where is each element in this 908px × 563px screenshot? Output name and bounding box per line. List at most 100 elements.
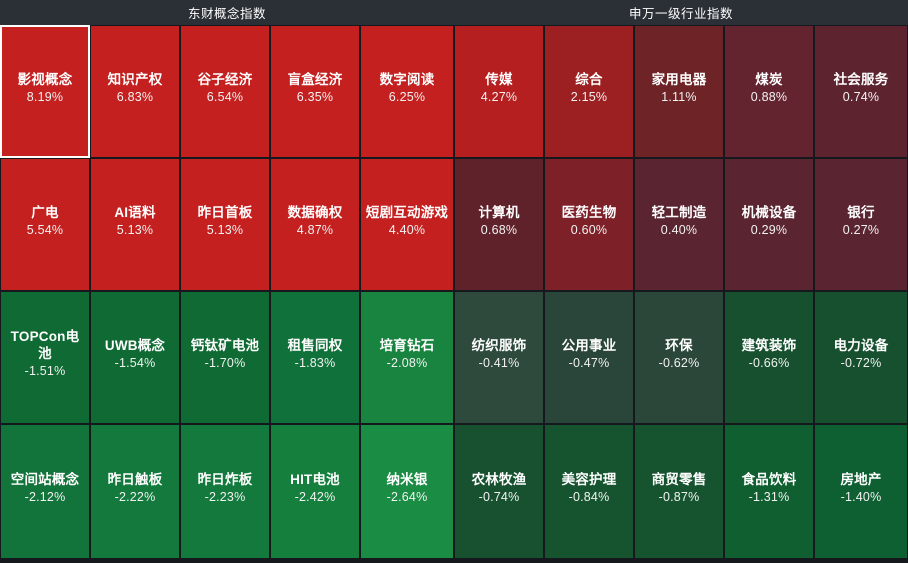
tile-label: 盲盒经济 bbox=[287, 72, 343, 88]
tile-value: 1.11% bbox=[661, 90, 697, 105]
heatmap-tile[interactable]: 数字阅读 6.25% bbox=[360, 25, 454, 158]
tile-label: 综合 bbox=[575, 72, 603, 88]
tile-label: 公用事业 bbox=[561, 338, 617, 354]
tile-label: 房地产 bbox=[840, 472, 882, 488]
heatmap-tile[interactable]: AI语料 5.13% bbox=[90, 158, 180, 291]
tile-label: 培育钻石 bbox=[379, 338, 435, 354]
tile-label: 轻工制造 bbox=[651, 205, 707, 221]
tile-content: 计算机 0.68% bbox=[455, 204, 543, 239]
heatmap-tile[interactable]: 农林牧渔 -0.74% bbox=[454, 424, 544, 559]
heatmap-tile[interactable]: 传媒 4.27% bbox=[454, 25, 544, 158]
heatmap-tile[interactable]: 家用电器 1.11% bbox=[634, 25, 724, 158]
heatmap-tile[interactable]: 数据确权 4.87% bbox=[270, 158, 360, 291]
heatmap-tile[interactable]: 昨日首板 5.13% bbox=[180, 158, 270, 291]
tile-content: 综合 2.15% bbox=[545, 71, 633, 106]
tile-value: -0.66% bbox=[748, 356, 790, 371]
heatmap-tile[interactable]: 医药生物 0.60% bbox=[544, 158, 634, 291]
tile-value: 4.27% bbox=[480, 90, 518, 105]
heatmap-tile[interactable]: 煤炭 0.88% bbox=[724, 25, 814, 158]
tile-label: TOPCon电池 bbox=[10, 328, 80, 361]
tile-content: TOPCon电池 -1.51% bbox=[1, 327, 89, 379]
tile-content: 谷子经济 6.54% bbox=[181, 71, 269, 106]
heatmap-tile[interactable]: 广电 5.54% bbox=[0, 158, 90, 291]
tile-label: 环保 bbox=[665, 338, 693, 354]
tile-content: 房地产 -1.40% bbox=[815, 471, 907, 506]
heatmap-tile[interactable]: UWB概念 -1.54% bbox=[90, 291, 180, 424]
tile-value: 0.88% bbox=[750, 90, 788, 105]
heatmap-tile[interactable]: 计算机 0.68% bbox=[454, 158, 544, 291]
tile-content: 昨日炸板 -2.23% bbox=[181, 471, 269, 506]
heatmap-tile[interactable]: 短剧互动游戏 4.40% bbox=[360, 158, 454, 291]
tile-value: -0.41% bbox=[478, 356, 520, 371]
tile-content: 医药生物 0.60% bbox=[545, 204, 633, 239]
tile-content: 昨日触板 -2.22% bbox=[91, 471, 179, 506]
heatmap-row: 广电 5.54% AI语料 5.13% 昨日首板 5.13% 数据确权 4.87% 短剧互动游戏… bbox=[0, 158, 908, 291]
tile-label: 租售同权 bbox=[287, 338, 343, 354]
tile-label: 银行 bbox=[847, 205, 875, 221]
tile-content: 环保 -0.62% bbox=[635, 337, 723, 372]
tile-content: 美容护理 -0.84% bbox=[545, 471, 633, 506]
tile-content: 空间站概念 -2.12% bbox=[1, 471, 89, 506]
heatmap-tile[interactable]: 综合 2.15% bbox=[544, 25, 634, 158]
tile-value: -0.84% bbox=[568, 490, 610, 505]
heatmap-tile[interactable]: 盲盒经济 6.35% bbox=[270, 25, 360, 158]
tile-value: 4.40% bbox=[388, 223, 426, 238]
tile-label: 昨日炸板 bbox=[197, 472, 253, 488]
heatmap-row: 空间站概念 -2.12% 昨日触板 -2.22% 昨日炸板 -2.23% HIT电池 -2.4… bbox=[0, 424, 908, 559]
heatmap-tile[interactable]: 食品饮料 -1.31% bbox=[724, 424, 814, 559]
heatmap-tile[interactable]: 社会服务 0.74% bbox=[814, 25, 908, 158]
heatmap-tile[interactable]: 建筑装饰 -0.66% bbox=[724, 291, 814, 424]
heatmap-tile[interactable]: 环保 -0.62% bbox=[634, 291, 724, 424]
heatmap-tile[interactable]: 商贸零售 -0.87% bbox=[634, 424, 724, 559]
heatmap-tile[interactable]: 轻工制造 0.40% bbox=[634, 158, 724, 291]
heatmap-tile[interactable]: HIT电池 -2.42% bbox=[270, 424, 360, 559]
heatmap-tile[interactable]: 影视概念 8.19% bbox=[0, 25, 90, 158]
tile-content: 数字阅读 6.25% bbox=[361, 71, 453, 106]
heatmap-tile[interactable]: 电力设备 -0.72% bbox=[814, 291, 908, 424]
tile-label: 机械设备 bbox=[741, 205, 797, 221]
tile-content: 电力设备 -0.72% bbox=[815, 337, 907, 372]
heatmap-tile[interactable]: 机械设备 0.29% bbox=[724, 158, 814, 291]
tile-value: 0.27% bbox=[842, 223, 880, 238]
heatmap-tile[interactable]: 房地产 -1.40% bbox=[814, 424, 908, 559]
heatmap-tile[interactable]: 培育钻石 -2.08% bbox=[360, 291, 454, 424]
panel-header-row: 东财概念指数 申万一级行业指数 bbox=[0, 0, 908, 25]
tile-value: -2.23% bbox=[204, 490, 246, 505]
tile-content: 昨日首板 5.13% bbox=[181, 204, 269, 239]
tile-content: 商贸零售 -0.87% bbox=[635, 471, 723, 506]
heatmap-tile[interactable]: 昨日触板 -2.22% bbox=[90, 424, 180, 559]
heatmap-tile[interactable]: 租售同权 -1.83% bbox=[270, 291, 360, 424]
heatmap-tile[interactable]: 银行 0.27% bbox=[814, 158, 908, 291]
tile-value: -1.83% bbox=[294, 356, 336, 371]
heatmap-tile[interactable]: 美容护理 -0.84% bbox=[544, 424, 634, 559]
heatmap-tile[interactable]: 知识产权 6.83% bbox=[90, 25, 180, 158]
tile-label: 建筑装饰 bbox=[741, 338, 797, 354]
tile-label: 电力设备 bbox=[833, 338, 889, 354]
tile-content: 家用电器 1.11% bbox=[635, 71, 723, 106]
tile-value: 2.15% bbox=[570, 90, 608, 105]
tile-value: -2.64% bbox=[386, 490, 428, 505]
heatmap-tile[interactable]: 昨日炸板 -2.23% bbox=[180, 424, 270, 559]
heatmap-tile[interactable]: 钙钛矿电池 -1.70% bbox=[180, 291, 270, 424]
tile-label: 社会服务 bbox=[833, 72, 889, 88]
tile-content: 食品饮料 -1.31% bbox=[725, 471, 813, 506]
heatmap-grid: 影视概念 8.19% 知识产权 6.83% 谷子经济 6.54% 盲盒经济 6.35% 数字阅读… bbox=[0, 25, 908, 563]
tile-value: 0.68% bbox=[480, 223, 518, 238]
heatmap-tile[interactable]: TOPCon电池 -1.51% bbox=[0, 291, 90, 424]
heatmap-tile[interactable]: 空间站概念 -2.12% bbox=[0, 424, 90, 559]
heatmap-tile[interactable]: 纳米银 -2.64% bbox=[360, 424, 454, 559]
tile-label: 短剧互动游戏 bbox=[365, 205, 449, 221]
tile-content: 知识产权 6.83% bbox=[91, 71, 179, 106]
heatmap-tile[interactable]: 公用事业 -0.47% bbox=[544, 291, 634, 424]
tile-content: 机械设备 0.29% bbox=[725, 204, 813, 239]
panel-title-concept-index: 东财概念指数 bbox=[187, 7, 266, 21]
tile-content: 公用事业 -0.47% bbox=[545, 337, 633, 372]
tile-label: 农林牧渔 bbox=[471, 472, 527, 488]
heatmap-tile[interactable]: 谷子经济 6.54% bbox=[180, 25, 270, 158]
tile-label: 食品饮料 bbox=[741, 472, 797, 488]
heatmap-tile[interactable]: 纺织服饰 -0.41% bbox=[454, 291, 544, 424]
tile-label: 美容护理 bbox=[561, 472, 617, 488]
tile-content: 纺织服饰 -0.41% bbox=[455, 337, 543, 372]
tile-value: 6.35% bbox=[296, 90, 334, 105]
tile-value: 0.29% bbox=[750, 223, 788, 238]
